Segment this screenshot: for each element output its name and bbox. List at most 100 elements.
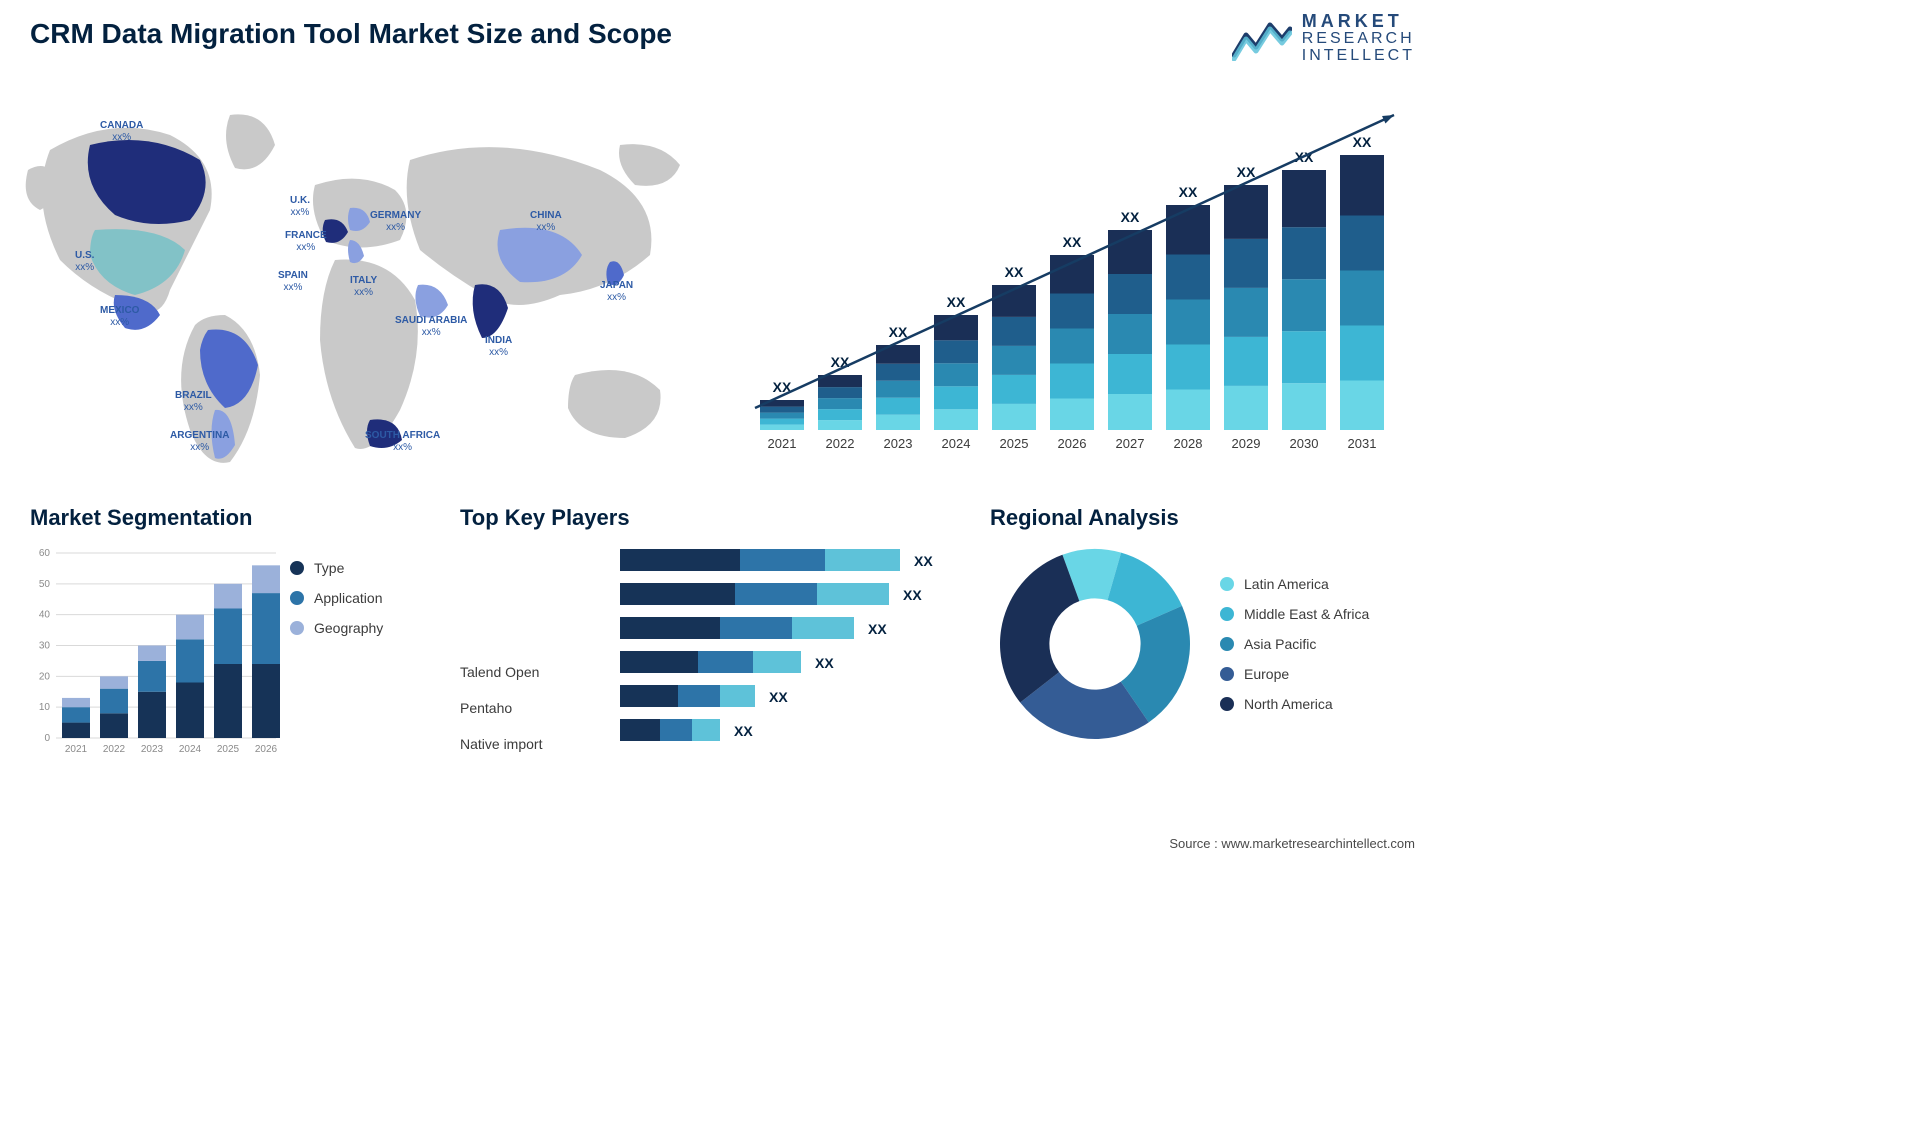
map-label-southafrica: SOUTH AFRICAxx% <box>365 430 440 453</box>
legend-label: North America <box>1244 696 1333 712</box>
map-label-us: U.S.xx% <box>75 250 94 273</box>
map-label-china: CHINAxx% <box>530 210 562 233</box>
player-label: Pentaho <box>460 697 602 719</box>
svg-text:10: 10 <box>39 702 51 713</box>
svg-text:2024: 2024 <box>942 436 971 451</box>
svg-text:30: 30 <box>39 641 51 652</box>
legend-label: Latin America <box>1244 576 1329 592</box>
svg-text:2022: 2022 <box>103 744 126 755</box>
player-label: Talend Open <box>460 661 602 683</box>
map-label-germany: GERMANYxx% <box>370 210 421 233</box>
svg-text:XX: XX <box>1063 234 1082 250</box>
svg-text:0: 0 <box>44 733 50 744</box>
svg-text:2022: 2022 <box>826 436 855 451</box>
map-label-saudiarabia: SAUDI ARABIAxx% <box>395 315 467 338</box>
svg-text:50: 50 <box>39 579 51 590</box>
logo-text-1: MARKET <box>1302 12 1415 31</box>
svg-text:2031: 2031 <box>1348 436 1377 451</box>
map-label-india: INDIAxx% <box>485 335 512 358</box>
svg-text:2027: 2027 <box>1116 436 1145 451</box>
brand-logo: MARKET RESEARCH INTELLECT <box>1232 12 1415 64</box>
regional-donut-chart <box>990 539 1200 749</box>
logo-icon <box>1232 15 1292 61</box>
svg-text:2028: 2028 <box>1174 436 1203 451</box>
legend-dot-icon <box>290 621 304 635</box>
logo-text-2: RESEARCH <box>1302 31 1415 48</box>
svg-text:XX: XX <box>868 621 887 637</box>
svg-text:2024: 2024 <box>179 744 202 755</box>
segmentation-chart: 0 10 20 30 40 50 60 2021 2022 2023 2024 2025 2026 <box>30 545 280 760</box>
svg-text:2025: 2025 <box>217 744 240 755</box>
legend-dot-icon <box>1220 637 1234 651</box>
svg-text:2021: 2021 <box>65 744 88 755</box>
regional-legend-item: Middle East & Africa <box>1220 606 1369 622</box>
growth-chart-panel: XX 2021 XX 2022 XX 2023 XX 2024 XX 2025 XX 2026 XX 20… <box>740 100 1420 470</box>
legend-dot-icon <box>1220 607 1234 621</box>
map-label-japan: JAPANxx% <box>600 280 633 303</box>
legend-dot-icon <box>1220 667 1234 681</box>
svg-text:XX: XX <box>889 324 908 340</box>
svg-text:2023: 2023 <box>884 436 913 451</box>
map-label-france: FRANCExx% <box>285 230 327 253</box>
svg-text:2030: 2030 <box>1290 436 1319 451</box>
legend-dot-icon <box>290 591 304 605</box>
svg-text:XX: XX <box>1353 134 1372 150</box>
legend-label: Europe <box>1244 666 1289 682</box>
regional-legend-item: North America <box>1220 696 1369 712</box>
players-chart: XX XX XX XX XX XX <box>620 545 960 755</box>
svg-text:XX: XX <box>1121 209 1140 225</box>
legend-dot-icon <box>1220 577 1234 591</box>
map-label-uk: U.K.xx% <box>290 195 310 218</box>
segmentation-legend-item: Application <box>290 590 383 606</box>
svg-text:XX: XX <box>1005 264 1024 280</box>
svg-text:2026: 2026 <box>1058 436 1087 451</box>
svg-text:2029: 2029 <box>1232 436 1261 451</box>
legend-label: Middle East & Africa <box>1244 606 1369 622</box>
legend-dot-icon <box>1220 697 1234 711</box>
svg-text:2025: 2025 <box>1000 436 1029 451</box>
map-label-mexico: MEXICOxx% <box>100 305 139 328</box>
segmentation-legend-item: Geography <box>290 620 383 636</box>
legend-dot-icon <box>290 561 304 575</box>
svg-text:XX: XX <box>947 294 966 310</box>
legend-label: Type <box>314 560 344 576</box>
map-label-italy: ITALYxx% <box>350 275 377 298</box>
svg-text:XX: XX <box>903 587 922 603</box>
legend-label: Application <box>314 590 383 606</box>
svg-text:2023: 2023 <box>141 744 164 755</box>
map-label-argentina: ARGENTINAxx% <box>170 430 229 453</box>
regional-legend-item: Latin America <box>1220 576 1369 592</box>
player-label: Native import <box>460 733 602 755</box>
source-text: Source : www.marketresearchintellect.com <box>1169 836 1415 851</box>
regional-legend-item: Asia Pacific <box>1220 636 1369 652</box>
legend-label: Asia Pacific <box>1244 636 1316 652</box>
players-labels: Talend Open Pentaho Native import <box>460 545 620 755</box>
map-label-brazil: BRAZILxx% <box>175 390 212 413</box>
svg-text:60: 60 <box>39 548 51 559</box>
svg-text:XX: XX <box>815 655 834 671</box>
svg-text:XX: XX <box>1179 184 1198 200</box>
svg-text:2026: 2026 <box>255 744 278 755</box>
logo-text-3: INTELLECT <box>1302 48 1415 65</box>
svg-text:20: 20 <box>39 671 51 682</box>
legend-label: Geography <box>314 620 383 636</box>
map-label-canada: CANADAxx% <box>100 120 143 143</box>
regional-legend-item: Europe <box>1220 666 1369 682</box>
page-title: CRM Data Migration Tool Market Size and … <box>30 18 672 50</box>
segmentation-legend: Type Application Geography <box>290 560 383 636</box>
regional-panel: Regional Analysis Latin America Middle Ea… <box>990 505 1420 749</box>
segmentation-legend-item: Type <box>290 560 383 576</box>
players-title: Top Key Players <box>460 505 970 531</box>
svg-text:40: 40 <box>39 610 51 621</box>
regional-title: Regional Analysis <box>990 505 1420 531</box>
segmentation-title: Market Segmentation <box>30 505 440 531</box>
growth-bar-chart: XX 2021 XX 2022 XX 2023 XX 2024 XX 2025 XX 2026 XX 20… <box>740 100 1420 470</box>
svg-text:XX: XX <box>769 689 788 705</box>
regional-legend: Latin America Middle East & Africa Asia Pa… <box>1220 576 1369 712</box>
svg-text:2021: 2021 <box>768 436 797 451</box>
svg-text:XX: XX <box>1237 164 1256 180</box>
svg-text:XX: XX <box>914 553 933 569</box>
players-panel: Top Key Players Talend Open Pentaho Native… <box>460 505 970 755</box>
svg-text:XX: XX <box>734 723 753 739</box>
world-map-panel: CANADAxx% U.S.xx% MEXICOxx% BRAZILxx% ARGENT… <box>20 90 700 470</box>
